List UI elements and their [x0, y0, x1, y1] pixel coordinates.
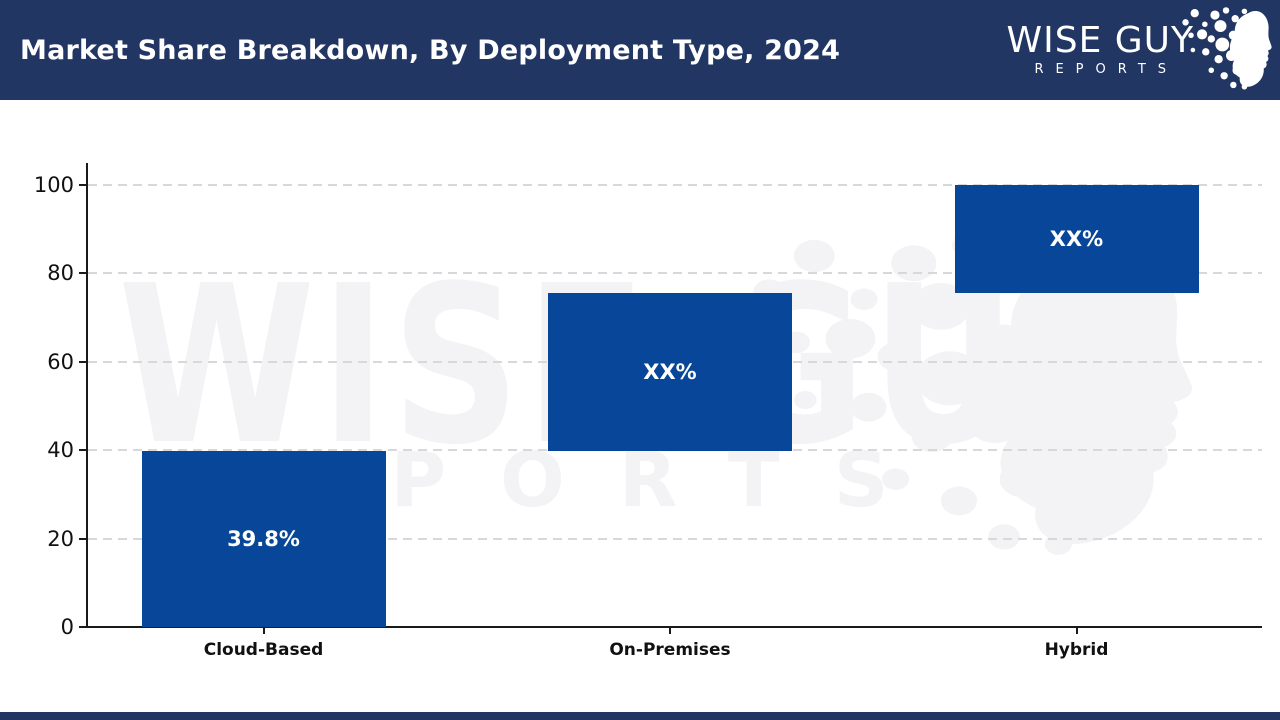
y-tick-40 [79, 449, 86, 452]
bar-on-premises: XX% [548, 293, 792, 452]
logo-sub-text: REPORTS [1034, 62, 1179, 77]
bar-value-label-cloud-based: 39.8% [227, 527, 300, 552]
x-tick-cloud-based [262, 628, 265, 634]
y-tick-0 [79, 626, 86, 628]
bar-value-label-hybrid: XX% [1049, 227, 1104, 252]
y-axis-line [86, 163, 88, 628]
wise-guy-reports-logo: WISE GUY REPORTS [1007, 0, 1273, 100]
y-tick-100 [79, 184, 86, 186]
y-tick-label-20: 20 [47, 526, 74, 551]
y-tick-80 [79, 272, 86, 275]
x-axis-label-hybrid: Hybrid [1044, 640, 1109, 660]
y-tick-60 [79, 360, 86, 363]
gridline-y-80 [88, 272, 1262, 275]
logo-text: WISE GUY REPORTS [1006, 20, 1195, 78]
gridline-y-20 [88, 537, 1262, 540]
y-tick-label-0: 0 [60, 615, 74, 639]
x-axis-label-on-premises: On-Premises [609, 640, 731, 660]
y-tick-20 [79, 537, 86, 540]
x-axis-line [86, 626, 1262, 628]
logo-brand-text: WISE GUY [1006, 20, 1194, 61]
y-tick-label-60: 60 [47, 349, 74, 374]
x-tick-on-premises [669, 628, 671, 634]
bar-cloud-based: 39.8% [141, 451, 386, 627]
y-tick-label-100: 100 [33, 173, 74, 197]
x-axis-label-cloud-based: Cloud-Based [203, 640, 324, 660]
footer-band [0, 712, 1280, 720]
bar-hybrid: XX% [954, 185, 1199, 294]
chart-title: Market Share Breakdown, By Deployment Ty… [20, 34, 841, 66]
watermark-dotted-face-icon [742, 220, 1194, 580]
x-tick-hybrid [1075, 628, 1078, 634]
y-tick-label-80: 80 [47, 261, 74, 286]
logo-dotted-face-icon [1180, 4, 1272, 96]
bar-value-label-on-premises: XX% [643, 360, 697, 385]
gridline-y-100 [88, 184, 1262, 186]
header-band: Market Share Breakdown, By Deployment Ty… [0, 0, 1280, 100]
y-tick-label-40: 40 [47, 438, 74, 463]
